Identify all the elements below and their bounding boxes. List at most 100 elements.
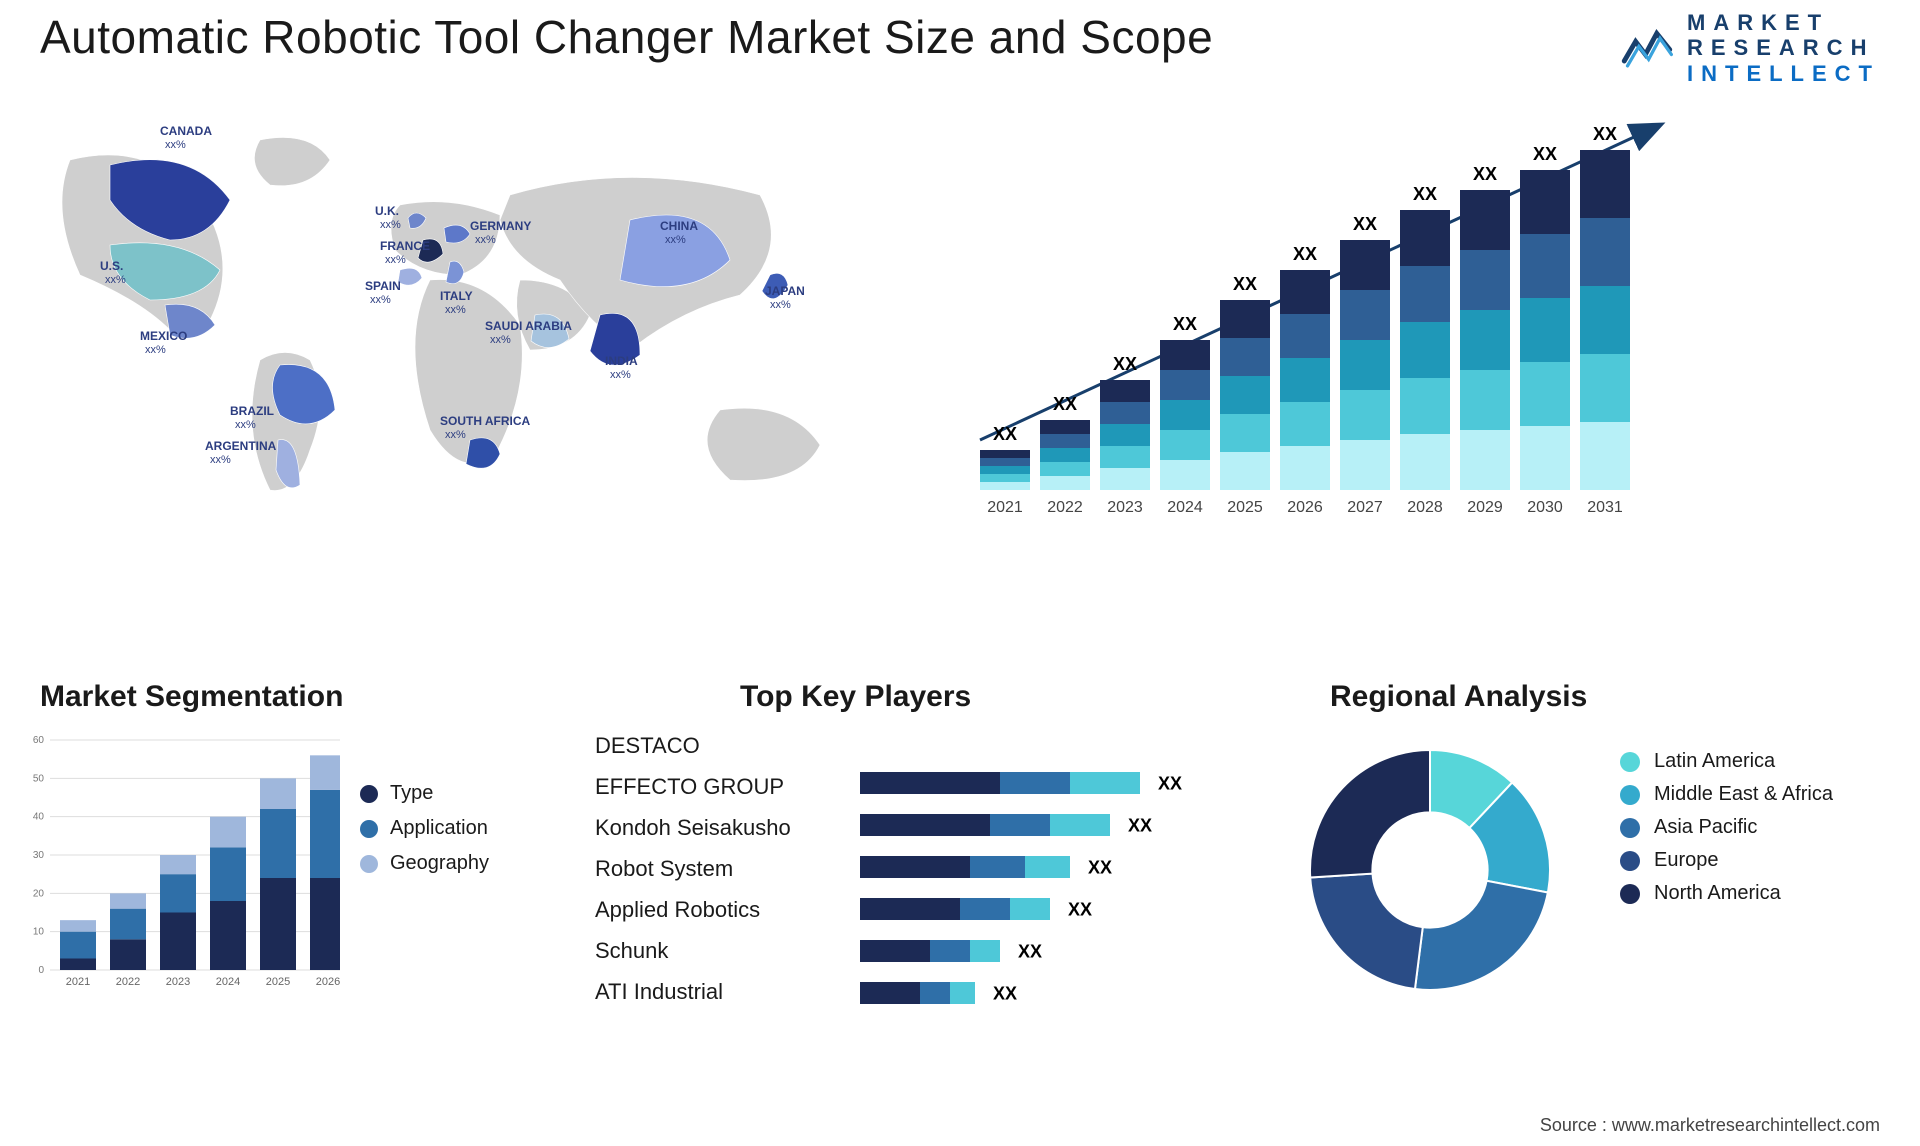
svg-text:ARGENTINA: ARGENTINA bbox=[205, 439, 277, 453]
region-legend-item: Europe bbox=[1620, 849, 1833, 872]
svg-text:2024: 2024 bbox=[216, 976, 240, 988]
svg-text:CHINA: CHINA bbox=[660, 219, 698, 233]
svg-text:XX: XX bbox=[1353, 214, 1377, 234]
svg-text:2023: 2023 bbox=[166, 976, 190, 988]
svg-text:xx%: xx% bbox=[445, 304, 466, 316]
svg-text:2025: 2025 bbox=[1227, 499, 1263, 516]
svg-text:2030: 2030 bbox=[1527, 499, 1563, 516]
player-name: Robot System bbox=[595, 848, 791, 889]
svg-text:XX: XX bbox=[1293, 244, 1317, 264]
region-legend-item: Latin America bbox=[1620, 750, 1833, 773]
svg-text:2024: 2024 bbox=[1167, 499, 1203, 516]
svg-text:FRANCE: FRANCE bbox=[380, 239, 430, 253]
svg-text:XX: XX bbox=[1173, 314, 1197, 334]
svg-text:xx%: xx% bbox=[235, 419, 256, 431]
svg-text:0: 0 bbox=[38, 965, 44, 976]
svg-text:ITALY: ITALY bbox=[440, 289, 473, 303]
region-legend-item: Middle East & Africa bbox=[1620, 783, 1833, 806]
players-chart: XX XX XX XX XX XX bbox=[860, 720, 1240, 1040]
player-name: Applied Robotics bbox=[595, 889, 791, 930]
svg-text:40: 40 bbox=[33, 812, 45, 823]
svg-text:XX: XX bbox=[993, 984, 1017, 1004]
svg-text:2029: 2029 bbox=[1467, 499, 1503, 516]
player-name: EFFECTO GROUP bbox=[595, 766, 791, 807]
player-name: DESTACO bbox=[595, 725, 791, 766]
seg-legend-type: Type bbox=[360, 782, 489, 805]
svg-text:SOUTH AFRICA: SOUTH AFRICA bbox=[440, 414, 531, 428]
svg-text:2022: 2022 bbox=[116, 976, 140, 988]
svg-text:CANADA: CANADA bbox=[160, 124, 212, 138]
svg-text:XX: XX bbox=[1413, 184, 1437, 204]
svg-text:xx%: xx% bbox=[665, 234, 686, 246]
svg-text:INDIA: INDIA bbox=[605, 354, 638, 368]
svg-text:xx%: xx% bbox=[210, 454, 231, 466]
svg-text:2023: 2023 bbox=[1107, 499, 1143, 516]
svg-text:xx%: xx% bbox=[370, 294, 391, 306]
segmentation-chart: 0 10 20 30 40 50 60 2021 2022 2023 2024 2025 2026 bbox=[20, 720, 340, 1000]
svg-text:XX: XX bbox=[1053, 394, 1077, 414]
svg-text:SPAIN: SPAIN bbox=[365, 279, 401, 293]
page-title: Automatic Robotic Tool Changer Market Si… bbox=[40, 10, 1213, 64]
svg-text:XX: XX bbox=[1113, 354, 1137, 374]
logo-line-3: INTELLECT bbox=[1687, 61, 1880, 86]
svg-text:2026: 2026 bbox=[316, 976, 340, 988]
logo-line-1: MARKET bbox=[1687, 10, 1880, 35]
logo-mark bbox=[1621, 22, 1673, 74]
svg-text:xx%: xx% bbox=[385, 254, 406, 266]
svg-text:BRAZIL: BRAZIL bbox=[230, 404, 274, 418]
svg-text:xx%: xx% bbox=[105, 274, 126, 286]
svg-text:XX: XX bbox=[1018, 942, 1042, 962]
svg-text:xx%: xx% bbox=[445, 429, 466, 441]
svg-text:U.S.: U.S. bbox=[100, 259, 123, 273]
svg-text:2026: 2026 bbox=[1287, 499, 1323, 516]
svg-text:xx%: xx% bbox=[770, 299, 791, 311]
svg-text:XX: XX bbox=[1068, 900, 1092, 920]
svg-text:xx%: xx% bbox=[165, 139, 186, 151]
world-map: CANADAxx%U.S.xx%MEXICOxx%BRAZILxx%ARGENT… bbox=[30, 100, 850, 520]
svg-text:20: 20 bbox=[33, 888, 45, 899]
svg-text:SAUDI ARABIA: SAUDI ARABIA bbox=[485, 319, 572, 333]
players-names-column: DESTACOEFFECTO GROUPKondoh SeisakushoRob… bbox=[595, 725, 791, 1012]
svg-text:JAPAN: JAPAN bbox=[765, 284, 805, 298]
seg-legend-geography: Geography bbox=[360, 852, 489, 875]
player-name: Kondoh Seisakusho bbox=[595, 807, 791, 848]
svg-text:XX: XX bbox=[1233, 274, 1257, 294]
market-size-chart: XX 2021 XX 2022 XX 2023 XX 2024 XX 2025 XX 2026 XX 20… bbox=[960, 120, 1680, 540]
player-name: Schunk bbox=[595, 930, 791, 971]
svg-text:xx%: xx% bbox=[610, 369, 631, 381]
svg-text:2021: 2021 bbox=[66, 976, 90, 988]
svg-text:2031: 2031 bbox=[1587, 499, 1623, 516]
svg-text:xx%: xx% bbox=[380, 219, 401, 231]
player-name: ATI Industrial bbox=[595, 971, 791, 1012]
seg-legend-application: Application bbox=[360, 817, 489, 840]
segmentation-legend: Type Application Geography bbox=[360, 770, 489, 887]
svg-text:XX: XX bbox=[1473, 164, 1497, 184]
segmentation-title: Market Segmentation bbox=[40, 680, 343, 714]
brand-logo: MARKET RESEARCH INTELLECT bbox=[1621, 10, 1880, 86]
svg-text:xx%: xx% bbox=[475, 234, 496, 246]
svg-text:XX: XX bbox=[1128, 816, 1152, 836]
svg-text:GERMANY: GERMANY bbox=[470, 219, 531, 233]
svg-text:2027: 2027 bbox=[1347, 499, 1383, 516]
svg-text:50: 50 bbox=[33, 773, 45, 784]
logo-line-2: RESEARCH bbox=[1687, 35, 1880, 60]
svg-text:XX: XX bbox=[993, 424, 1017, 444]
regional-donut bbox=[1280, 720, 1600, 1020]
svg-text:60: 60 bbox=[33, 735, 45, 746]
svg-text:U.K.: U.K. bbox=[375, 204, 399, 218]
svg-text:XX: XX bbox=[1593, 124, 1617, 144]
svg-text:xx%: xx% bbox=[145, 344, 166, 356]
svg-text:10: 10 bbox=[33, 927, 45, 938]
svg-text:2021: 2021 bbox=[987, 499, 1023, 516]
region-legend-item: North America bbox=[1620, 882, 1833, 905]
svg-text:XX: XX bbox=[1088, 858, 1112, 878]
svg-text:2025: 2025 bbox=[266, 976, 290, 988]
players-title: Top Key Players bbox=[740, 680, 971, 714]
svg-text:2022: 2022 bbox=[1047, 499, 1083, 516]
svg-text:XX: XX bbox=[1158, 774, 1182, 794]
svg-text:XX: XX bbox=[1533, 144, 1557, 164]
regional-legend: Latin AmericaMiddle East & AfricaAsia Pa… bbox=[1620, 740, 1833, 915]
svg-text:xx%: xx% bbox=[490, 334, 511, 346]
svg-text:2028: 2028 bbox=[1407, 499, 1443, 516]
svg-text:30: 30 bbox=[33, 850, 45, 861]
